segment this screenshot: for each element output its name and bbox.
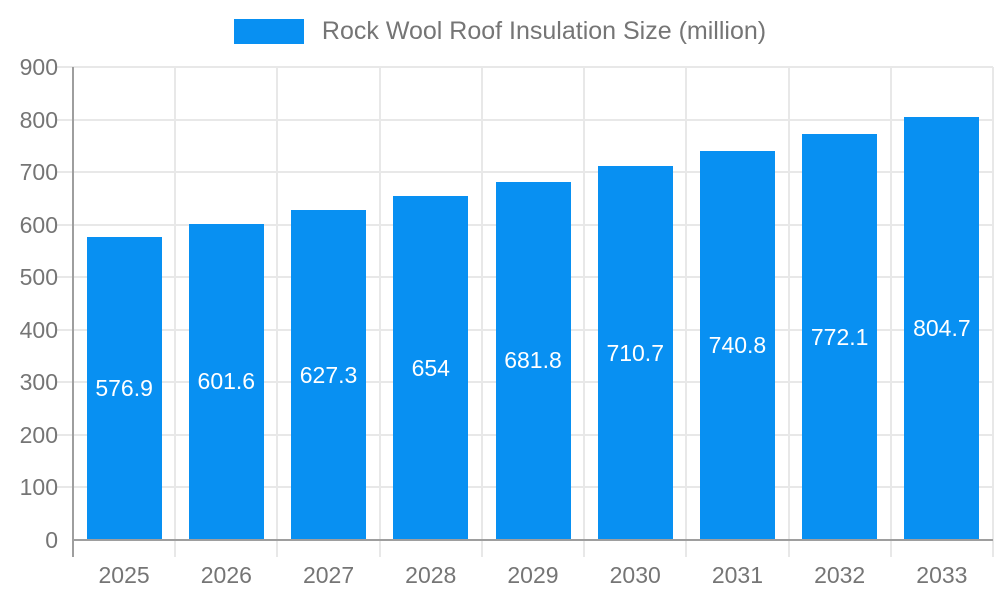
y-axis-tick-label: 300 — [19, 369, 58, 396]
x-axis-tick-label: 2026 — [200, 562, 252, 588]
y-axis-tick-label: 900 — [19, 54, 58, 80]
horizontal-gridline — [56, 171, 993, 174]
x-axis-tick-label: 2029 — [507, 562, 559, 588]
y-axis-tick-label: 100 — [19, 474, 58, 501]
bar-value-label: 710.7 — [606, 339, 664, 366]
bar-value-label: 772.1 — [810, 323, 869, 350]
x-axis-tick-label: 2033 — [916, 562, 968, 588]
y-axis-tick-label: 600 — [19, 211, 58, 238]
horizontal-gridline — [56, 66, 993, 68]
x-axis-tick-label: 2030 — [609, 562, 661, 588]
y-axis-tick-label: 400 — [19, 316, 58, 343]
chart-legend[interactable]: Rock Wool Roof Insulation Size (million) — [0, 17, 1000, 45]
bar-value-label: 627.3 — [299, 361, 358, 388]
bar[interactable]: 654 — [393, 196, 469, 540]
x-axis-tick-label: 2032 — [814, 562, 866, 588]
bar[interactable]: 710.7 — [597, 166, 673, 540]
bar[interactable]: 740.8 — [699, 150, 775, 540]
legend-label: Rock Wool Roof Insulation Size (million) — [321, 17, 767, 45]
y-axis-tick-label: 700 — [19, 159, 58, 186]
x-axis-tick-label: 2025 — [98, 562, 150, 588]
vertical-gridline — [992, 67, 994, 557]
bar-value-label: 654 — [411, 354, 450, 381]
x-axis-tick-label: 2027 — [302, 562, 355, 588]
vertical-gridline — [480, 67, 483, 557]
bar-value-label: 601.6 — [197, 368, 256, 395]
x-axis-line — [73, 539, 993, 541]
vertical-gridline — [685, 67, 688, 557]
bar-value-label: 740.8 — [708, 331, 767, 358]
bar[interactable]: 772.1 — [802, 134, 878, 540]
legend-swatch — [233, 18, 304, 44]
bar[interactable]: 601.6 — [188, 223, 264, 540]
vertical-gridline — [378, 67, 381, 557]
y-axis-line — [72, 67, 74, 557]
vertical-gridline — [174, 67, 177, 557]
y-axis-tick-label: 200 — [19, 421, 58, 448]
y-axis-tick-label: 500 — [19, 264, 58, 291]
vertical-gridline — [889, 67, 892, 557]
horizontal-gridline — [56, 118, 993, 121]
vertical-gridline — [787, 67, 790, 557]
vertical-gridline — [276, 67, 279, 557]
y-axis-tick-label: 0 — [45, 527, 58, 553]
x-axis-tick-label: 2028 — [405, 562, 457, 588]
vertical-gridline — [583, 67, 586, 557]
y-axis-tick-label: 800 — [19, 106, 58, 133]
bar[interactable]: 804.7 — [904, 117, 980, 540]
bar[interactable]: 627.3 — [291, 210, 367, 540]
bar[interactable]: 681.8 — [495, 181, 571, 540]
bar-value-label: 804.7 — [913, 315, 971, 342]
bar-value-label: 576.9 — [95, 374, 153, 401]
bar[interactable]: 576.9 — [86, 236, 162, 540]
x-axis-tick-label: 2031 — [711, 562, 764, 588]
bar-value-label: 681.8 — [504, 347, 562, 374]
